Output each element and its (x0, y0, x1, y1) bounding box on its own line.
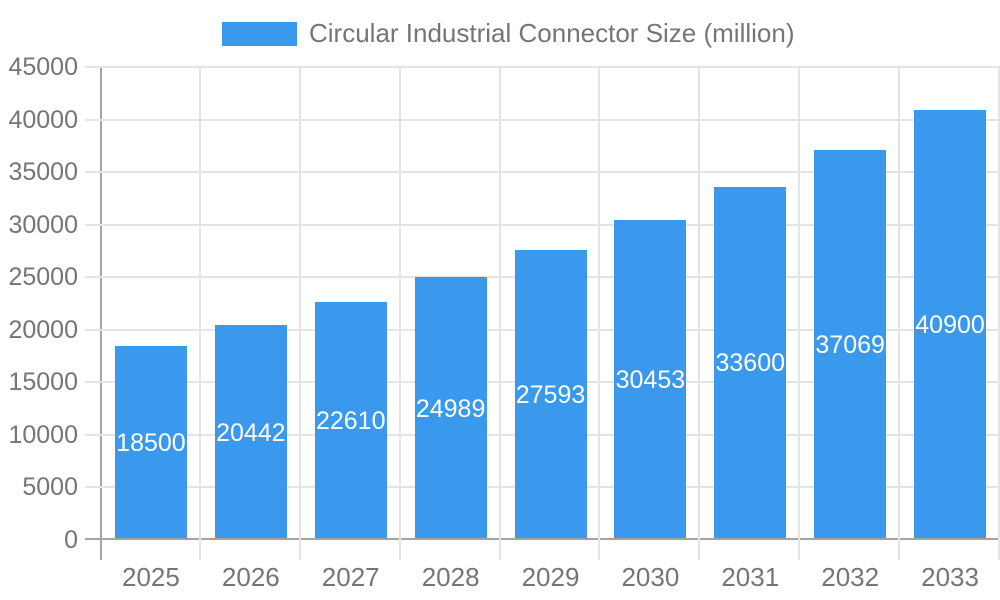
legend-swatch (222, 21, 297, 46)
gridline-vertical (798, 67, 801, 560)
bar-2025[interactable] (114, 345, 187, 538)
bar-2029[interactable] (514, 249, 587, 538)
bar-2026[interactable] (214, 325, 287, 538)
legend-label: Circular Industrial Connector Size (mill… (309, 18, 795, 48)
y-axis-tick-label: 10000 (8, 420, 78, 449)
y-axis-tick-label: 30000 (8, 210, 78, 239)
x-axis-line (85, 538, 1000, 540)
y-axis-line (100, 67, 102, 560)
gridline-horizontal (85, 66, 1000, 68)
gridline-vertical (298, 67, 301, 560)
gridline-vertical (698, 67, 701, 560)
bar-2032[interactable] (814, 150, 887, 538)
x-axis-tick-label: 2028 (421, 562, 480, 592)
gridline-vertical (498, 67, 501, 560)
x-axis-tick-label: 2031 (721, 562, 780, 592)
gridline-horizontal (85, 223, 1000, 226)
y-axis-tick-label: 40000 (8, 105, 78, 134)
y-axis-tick-label: 20000 (8, 315, 78, 344)
bar-2028[interactable] (414, 277, 487, 538)
x-axis-tick-label: 2032 (821, 562, 880, 592)
y-axis-tick-label: 5000 (22, 473, 78, 502)
y-axis-tick-label: 0 (64, 526, 78, 554)
gridline-vertical (398, 67, 401, 560)
bar-2031[interactable] (714, 186, 787, 538)
gridline-vertical (998, 67, 1000, 560)
bar-2027[interactable] (314, 302, 387, 538)
y-axis-tick-label: 45000 (8, 53, 78, 81)
gridline-vertical (898, 67, 901, 560)
y-axis-tick-label: 35000 (8, 158, 78, 187)
x-axis-tick-label: 2026 (221, 562, 280, 592)
bar-2033[interactable] (914, 110, 987, 538)
gridline-horizontal (85, 118, 1000, 121)
x-axis-tick-label: 2029 (521, 562, 580, 592)
x-axis-tick-label: 2027 (321, 562, 380, 592)
gridline-vertical (198, 67, 201, 560)
legend-item[interactable]: Circular Industrial Connector Size (mill… (222, 18, 795, 49)
x-axis-tick-label: 2030 (621, 562, 680, 592)
x-axis-tick-label: 2025 (122, 562, 180, 592)
y-axis-tick-label: 25000 (8, 263, 78, 292)
gridline-vertical (598, 67, 601, 560)
bar-2030[interactable] (614, 219, 687, 538)
x-axis-tick-label: 2033 (921, 562, 979, 592)
gridline-horizontal (85, 171, 1000, 174)
y-axis-tick-label: 15000 (8, 368, 78, 397)
